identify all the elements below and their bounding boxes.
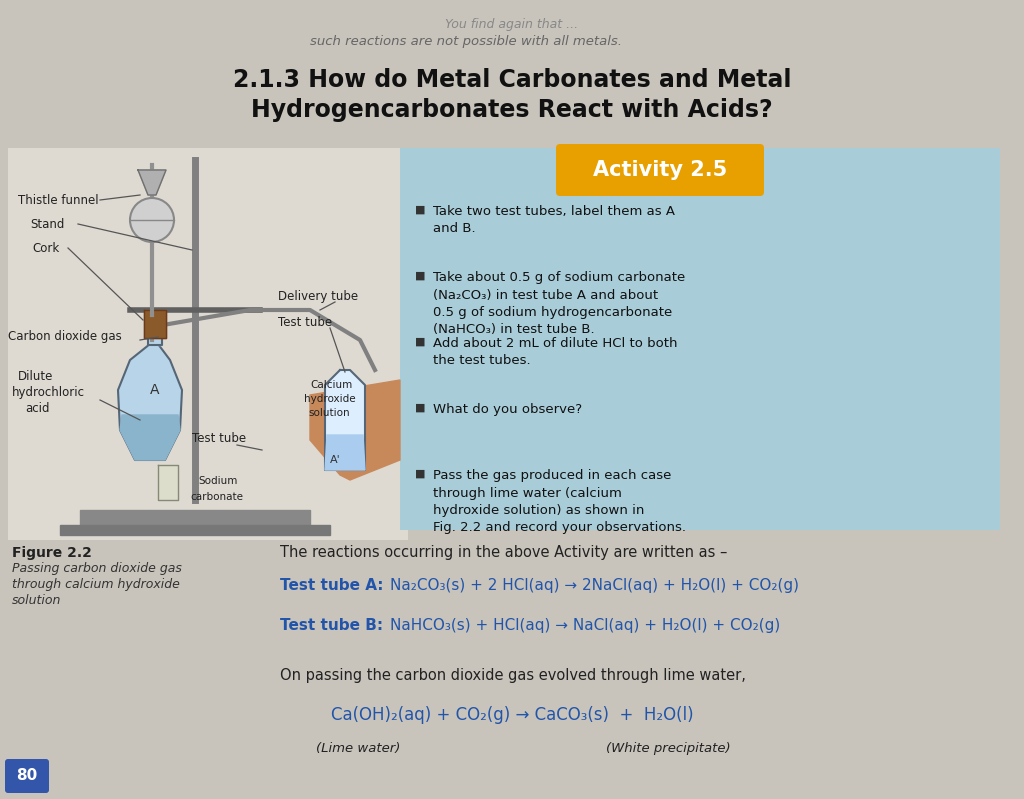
Text: Thistle funnel: Thistle funnel (18, 194, 98, 207)
Text: through calcium hydroxide: through calcium hydroxide (12, 578, 180, 591)
Text: Test tube: Test tube (193, 432, 246, 445)
Text: Take two test tubes, label them as A
and B.: Take two test tubes, label them as A and… (433, 205, 675, 236)
Text: ■: ■ (415, 337, 426, 347)
Polygon shape (325, 435, 365, 470)
Text: Activity 2.5: Activity 2.5 (593, 160, 727, 180)
Text: 80: 80 (16, 769, 38, 784)
Text: ■: ■ (415, 271, 426, 281)
Polygon shape (60, 525, 330, 535)
Text: What do you observe?: What do you observe? (433, 403, 582, 416)
Text: Cork: Cork (32, 242, 59, 255)
Bar (400, 148, 1000, 530)
Text: 2.1.3 How do Metal Carbonates and Metal: 2.1.3 How do Metal Carbonates and Metal (232, 68, 792, 92)
Text: NaHCO₃(s) + HCl(aq) → NaCl(aq) + H₂O(l) + CO₂(g): NaHCO₃(s) + HCl(aq) → NaCl(aq) + H₂O(l) … (390, 618, 780, 633)
Polygon shape (158, 465, 178, 500)
Text: solution: solution (308, 408, 349, 418)
Text: Stand: Stand (30, 218, 65, 231)
Text: hydrochloric: hydrochloric (12, 386, 85, 399)
Text: Calcium: Calcium (310, 380, 352, 390)
Polygon shape (310, 380, 400, 480)
Text: Delivery tube: Delivery tube (278, 290, 358, 303)
Text: Carbon dioxide gas: Carbon dioxide gas (8, 330, 122, 343)
Text: You find again that ...: You find again that ... (445, 18, 579, 31)
Polygon shape (120, 415, 180, 460)
Text: Pass the gas produced in each case
through lime water (calcium
hydroxide solutio: Pass the gas produced in each case throu… (433, 469, 686, 535)
Text: ■: ■ (415, 403, 426, 413)
Text: (Lime water): (Lime water) (315, 742, 400, 755)
Text: The reactions occurring in the above Activity are written as –: The reactions occurring in the above Act… (280, 545, 727, 560)
Text: A: A (151, 383, 160, 397)
Text: A': A' (330, 455, 341, 465)
Text: carbonate: carbonate (190, 492, 243, 502)
Text: Dilute: Dilute (18, 370, 53, 383)
Text: ■: ■ (415, 469, 426, 479)
Text: Test tube A:: Test tube A: (280, 578, 389, 593)
Polygon shape (80, 510, 310, 525)
Text: On passing the carbon dioxide gas evolved through lime water,: On passing the carbon dioxide gas evolve… (280, 668, 745, 683)
Text: (White precipitate): (White precipitate) (605, 742, 730, 755)
Text: Sodium: Sodium (198, 476, 238, 486)
Text: Test tube: Test tube (278, 316, 332, 329)
FancyBboxPatch shape (556, 144, 764, 196)
Polygon shape (138, 170, 166, 195)
Text: Add about 2 mL of dilute HCl to both
the test tubes.: Add about 2 mL of dilute HCl to both the… (433, 337, 678, 368)
Circle shape (130, 198, 174, 242)
Text: such reactions are not possible with all metals.: such reactions are not possible with all… (310, 35, 622, 48)
Text: hydroxide: hydroxide (304, 394, 355, 404)
Text: ■: ■ (415, 205, 426, 215)
Text: Ca(OH)₂(aq) + CO₂(g) → CaCO₃(s)  +  H₂O(l): Ca(OH)₂(aq) + CO₂(g) → CaCO₃(s) + H₂O(l) (331, 706, 693, 724)
Polygon shape (148, 330, 162, 345)
FancyBboxPatch shape (5, 759, 49, 793)
Text: Figure 2.2: Figure 2.2 (12, 546, 92, 560)
Text: Test tube B:: Test tube B: (280, 618, 388, 633)
Text: solution: solution (12, 594, 61, 607)
Polygon shape (325, 370, 365, 470)
Polygon shape (144, 310, 166, 338)
Polygon shape (118, 340, 182, 460)
Text: Hydrogencarbonates React with Acids?: Hydrogencarbonates React with Acids? (251, 98, 773, 122)
Text: Na₂CO₃(s) + 2 HCl(aq) → 2NaCl(aq) + H₂O(l) + CO₂(g): Na₂CO₃(s) + 2 HCl(aq) → 2NaCl(aq) + H₂O(… (390, 578, 799, 593)
Bar (8, 148, 408, 540)
Text: Take about 0.5 g of sodium carbonate
(Na₂CO₃) in test tube A and about
0.5 g of : Take about 0.5 g of sodium carbonate (Na… (433, 271, 685, 336)
Text: Passing carbon dioxide gas: Passing carbon dioxide gas (12, 562, 182, 575)
Text: acid: acid (25, 402, 49, 415)
